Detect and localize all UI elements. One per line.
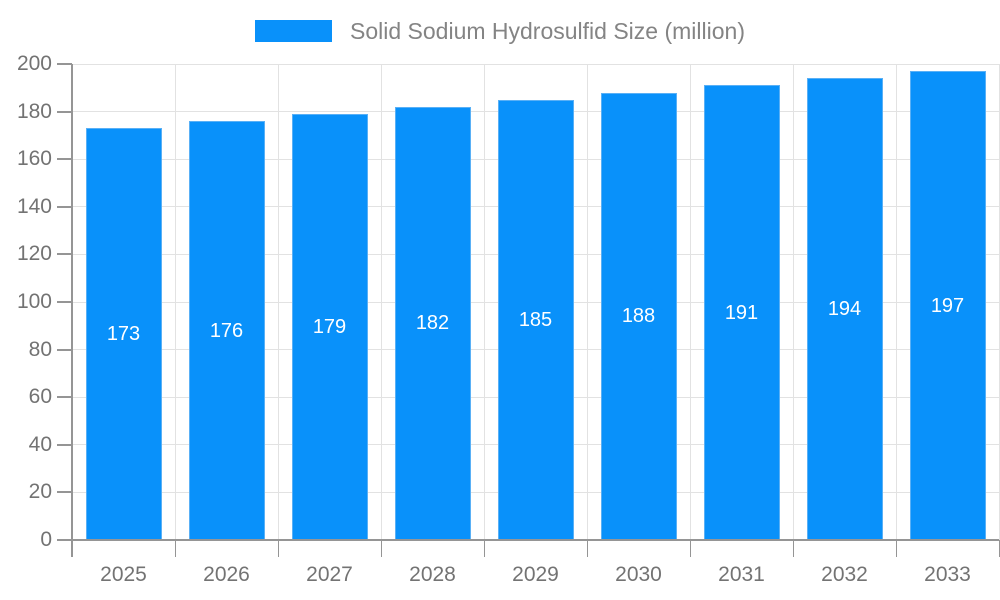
x-axis-tick-label: 2027 [306,563,353,586]
x-axis-tick-label: 2031 [718,563,765,586]
x-axis-tick [483,540,485,557]
legend-swatch-icon [255,20,332,42]
x-axis-tick [689,540,691,557]
x-axis-tick-label: 2033 [924,563,971,586]
y-axis-tick [57,253,72,256]
y-axis-tick-label: 200 [16,52,52,75]
gridline-vertical [380,64,382,540]
y-axis-line [71,64,73,557]
bar-2025 [85,128,162,540]
y-axis-tick [57,443,72,446]
y-axis-tick [57,491,72,494]
x-axis-tick [998,540,1000,557]
bar-value-label: 194 [827,298,862,321]
legend[interactable]: Solid Sodium Hydrosulfid Size (million) [0,18,1000,44]
gridline-vertical [586,64,588,540]
legend-label: Solid Sodium Hydrosulfid Size (million) [350,17,745,44]
x-axis-tick-label: 2028 [409,563,456,586]
bar-value-label: 188 [621,305,656,328]
y-axis-tick [57,158,72,161]
y-axis-tick-label: 100 [16,290,52,313]
gridline-vertical [792,64,794,540]
x-axis-tick [895,540,897,557]
bar-2030 [600,92,677,540]
y-axis-tick-label: 0 [40,528,52,551]
gridline-vertical [689,64,691,540]
y-axis-tick [57,396,72,399]
y-axis-tick [57,63,72,65]
bar-2028 [394,106,471,540]
gridline-vertical [277,64,279,540]
bar-2033 [909,71,986,540]
y-axis-tick-label: 160 [16,147,52,171]
bar-2026 [188,121,265,540]
bar-2029 [497,99,574,540]
x-axis-tick [174,540,176,557]
bar-2032 [806,78,883,540]
x-axis-tick-label: 2025 [100,563,147,586]
y-axis-tick [57,348,72,351]
gridline-vertical [483,64,485,540]
y-axis-tick-label: 20 [28,480,52,504]
bar-value-label: 185 [518,308,553,331]
x-axis-tick-label: 2026 [203,563,250,586]
y-axis-tick [57,539,72,541]
y-axis-tick-label: 140 [16,194,52,218]
x-axis-tick-label: 2032 [821,563,868,586]
bar-value-label: 197 [930,294,965,317]
x-axis-tick-label: 2029 [512,563,559,586]
y-axis-tick-label: 80 [28,337,52,361]
x-axis-tick [380,540,382,557]
y-axis-tick [57,110,72,113]
y-axis-tick-label: 180 [16,99,52,123]
y-axis-tick-label: 60 [28,385,52,409]
x-axis-tick-label: 2030 [615,563,662,586]
bar-value-label: 176 [209,319,244,342]
y-axis-tick [57,301,72,303]
bar-2027 [291,113,368,540]
x-axis-line [72,539,999,541]
x-axis-tick [277,540,279,557]
y-axis-tick-label: 120 [16,242,52,266]
bar-value-label: 179 [312,315,347,338]
y-axis-tick-label: 40 [28,432,52,456]
bar-value-label: 182 [415,312,450,335]
y-axis-tick [57,205,72,208]
bar-value-label: 191 [724,301,759,324]
gridline-horizontal [72,63,999,65]
gridline-vertical [998,64,1000,540]
bar-2031 [703,85,780,540]
x-axis-tick [586,540,588,557]
gridline-vertical [895,64,897,540]
bar-value-label: 173 [106,323,141,346]
x-axis-tick [792,540,794,557]
gridline-vertical [174,64,176,540]
